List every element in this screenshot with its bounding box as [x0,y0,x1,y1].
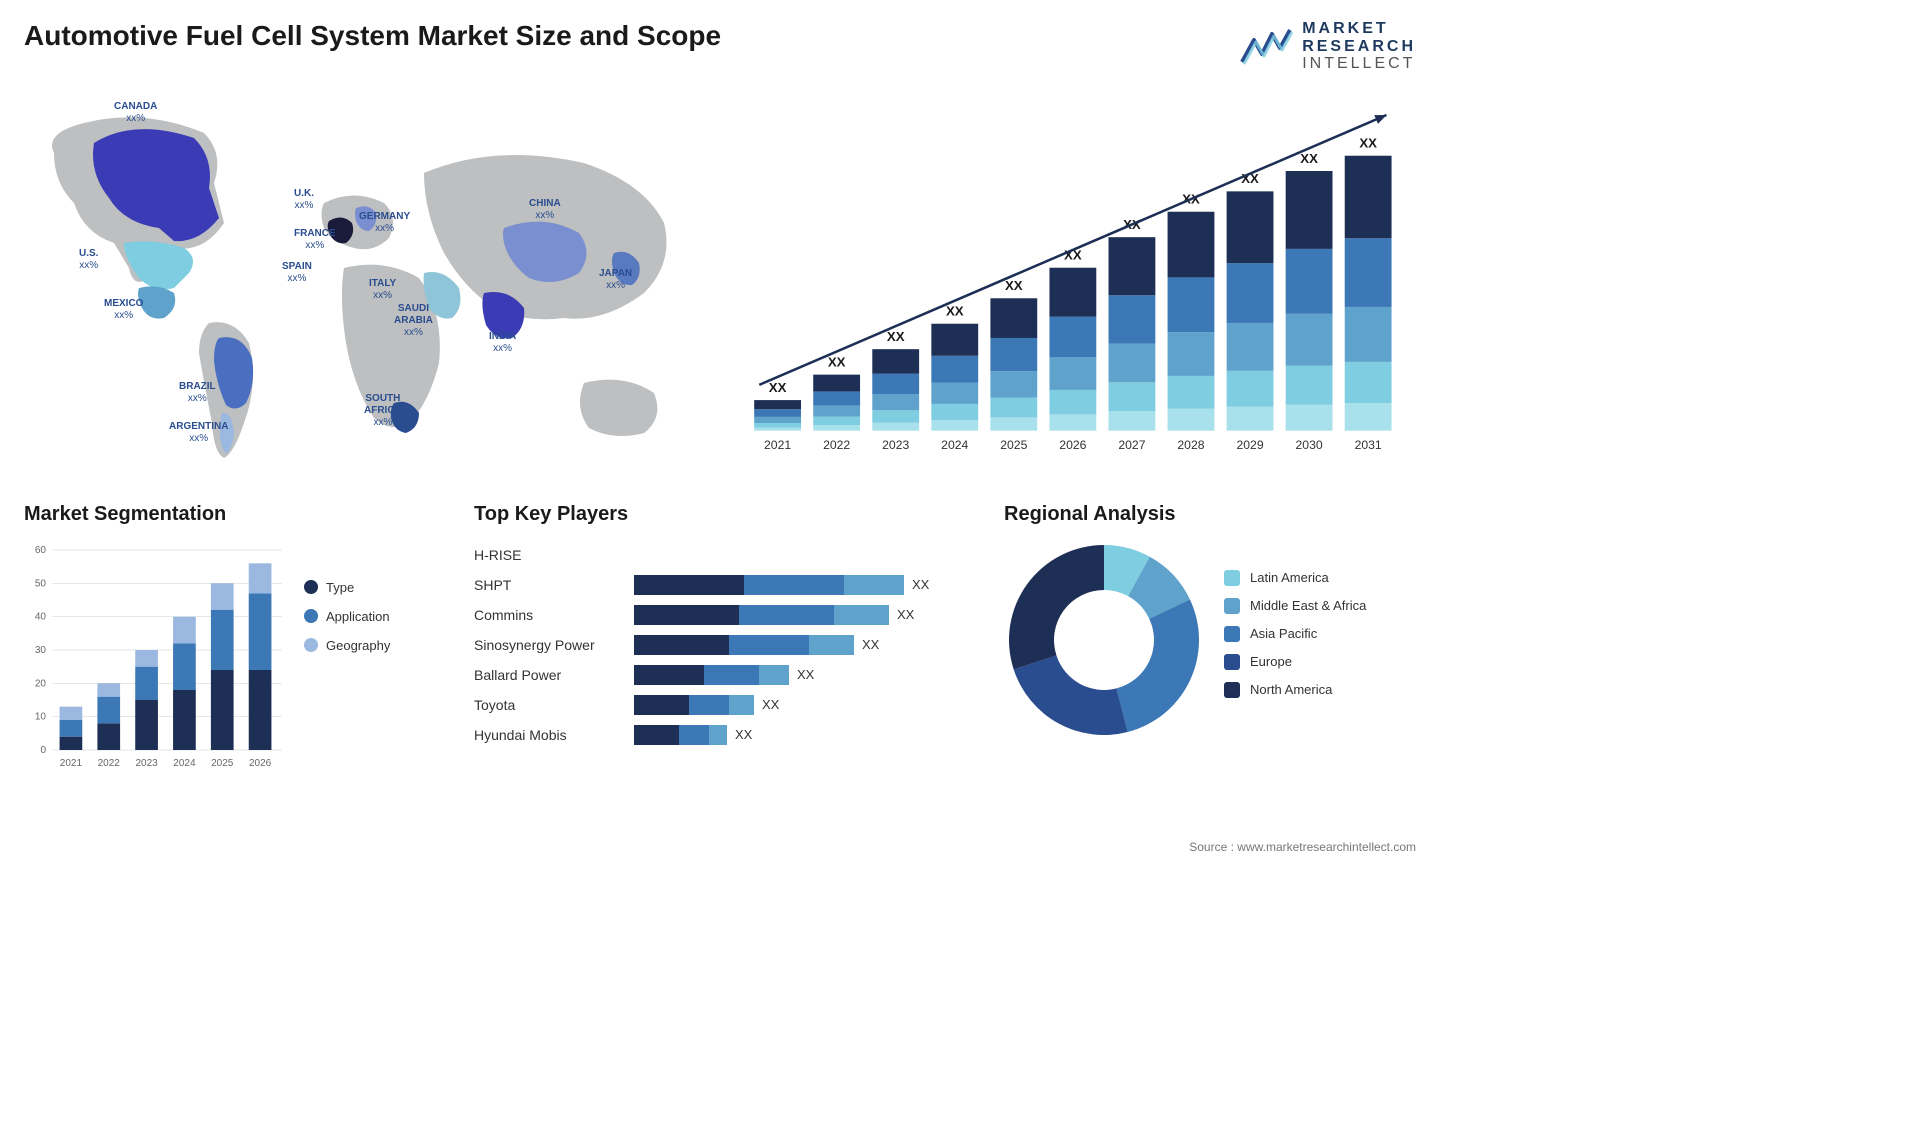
player-bar-row [634,540,974,570]
map-label-brazil: BRAZILxx% [179,381,216,405]
seg-legend-type: Type [304,580,444,595]
player-label: Sinosynergy Power [474,630,624,660]
svg-text:2021: 2021 [60,758,83,769]
svg-text:30: 30 [35,645,47,656]
player-bar-row: XX [634,570,974,600]
map-label-south-africa: SOUTHAFRICAxx% [364,393,402,429]
segmentation-chart: 0 10 20 30 40 50 60 2021 2022 2023 2024 2025 2026 [24,540,284,770]
svg-text:2022: 2022 [823,438,850,452]
player-bar-row: XX [634,630,974,660]
svg-text:2023: 2023 [882,438,909,452]
svg-text:2028: 2028 [1177,438,1204,452]
page-title: Automotive Fuel Cell System Market Size … [24,20,721,52]
svg-text:XX: XX [828,354,846,369]
regional-donut-chart [1004,540,1204,740]
region-legend-item: Europe [1224,654,1366,670]
svg-text:60: 60 [35,545,47,556]
map-label-argentina: ARGENTINAxx% [169,421,228,445]
map-label-mexico: MEXICOxx% [104,298,143,322]
player-bar-row: XX [634,720,974,750]
player-bar-row: XX [634,660,974,690]
svg-text:20: 20 [35,678,47,689]
growth-bar-chart: XX 2021 XX 2022 XX 2023 XX 2024 XX 2025 XX 2026 XX 20… [744,93,1416,473]
region-legend-item: Middle East & Africa [1224,598,1366,614]
world-map: CANADAxx% U.S.xx% MEXICOxx% BRAZILxx% ARGENT… [24,93,704,473]
svg-text:XX: XX [887,329,905,344]
region-legend-item: Latin America [1224,570,1366,586]
region-legend-item: Asia Pacific [1224,626,1366,642]
key-players-chart: H-RISESHPTComminsSinosynergy PowerBallar… [474,540,974,750]
logo-line3: INTELLECT [1302,55,1416,73]
svg-text:2022: 2022 [98,758,121,769]
map-label-germany: GERMANYxx% [359,211,410,235]
map-label-canada: CANADAxx% [114,101,157,125]
svg-text:XX: XX [1005,278,1023,293]
svg-text:2025: 2025 [211,758,234,769]
map-label-france: FRANCExx% [294,228,336,252]
svg-text:XX: XX [946,303,964,318]
svg-text:2026: 2026 [249,758,272,769]
player-label: H-RISE [474,540,624,570]
map-label-japan: JAPANxx% [599,268,632,292]
player-label: Toyota [474,690,624,720]
svg-text:XX: XX [769,380,787,395]
player-bar-row: XX [634,600,974,630]
svg-text:2024: 2024 [941,438,968,452]
regional-title: Regional Analysis [1004,503,1416,526]
map-label-u-k-: U.K.xx% [294,188,314,212]
logo-icon [1240,26,1294,66]
svg-text:50: 50 [35,578,47,589]
map-label-spain: SPAINxx% [282,261,312,285]
svg-text:2023: 2023 [135,758,158,769]
svg-text:2024: 2024 [173,758,196,769]
player-label: Ballard Power [474,660,624,690]
map-label-saudi-arabia: SAUDIARABIAxx% [394,303,433,339]
logo-line2: RESEARCH [1302,38,1416,56]
player-label: Hyundai Mobis [474,720,624,750]
map-label-u-s-: U.S.xx% [79,248,98,272]
regional-legend: Latin America Middle East & Africa Asia Pa… [1224,570,1366,710]
logo-line1: MARKET [1302,20,1416,38]
svg-text:2027: 2027 [1118,438,1145,452]
svg-text:2021: 2021 [764,438,791,452]
svg-text:2030: 2030 [1296,438,1323,452]
svg-text:2026: 2026 [1059,438,1086,452]
svg-text:10: 10 [35,711,47,722]
svg-text:0: 0 [40,745,46,756]
map-label-india: INDIAxx% [489,331,516,355]
key-players-title: Top Key Players [474,503,974,526]
segmentation-title: Market Segmentation [24,503,444,526]
svg-text:XX: XX [1359,135,1377,150]
player-bar-row: XX [634,690,974,720]
seg-legend-geography: Geography [304,638,444,653]
segmentation-legend: Type Application Geography [304,540,444,770]
brand-logo: MARKET RESEARCH INTELLECT [1240,20,1416,73]
svg-text:2031: 2031 [1355,438,1382,452]
source-attribution: Source : www.marketresearchintellect.com [1189,840,1416,854]
player-label: Commins [474,600,624,630]
player-label: SHPT [474,570,624,600]
svg-text:40: 40 [35,611,47,622]
seg-legend-application: Application [304,609,444,624]
region-legend-item: North America [1224,682,1366,698]
map-label-china: CHINAxx% [529,198,561,222]
map-label-italy: ITALYxx% [369,278,396,302]
svg-text:2025: 2025 [1000,438,1027,452]
svg-text:2029: 2029 [1236,438,1263,452]
svg-text:XX: XX [1300,151,1318,166]
